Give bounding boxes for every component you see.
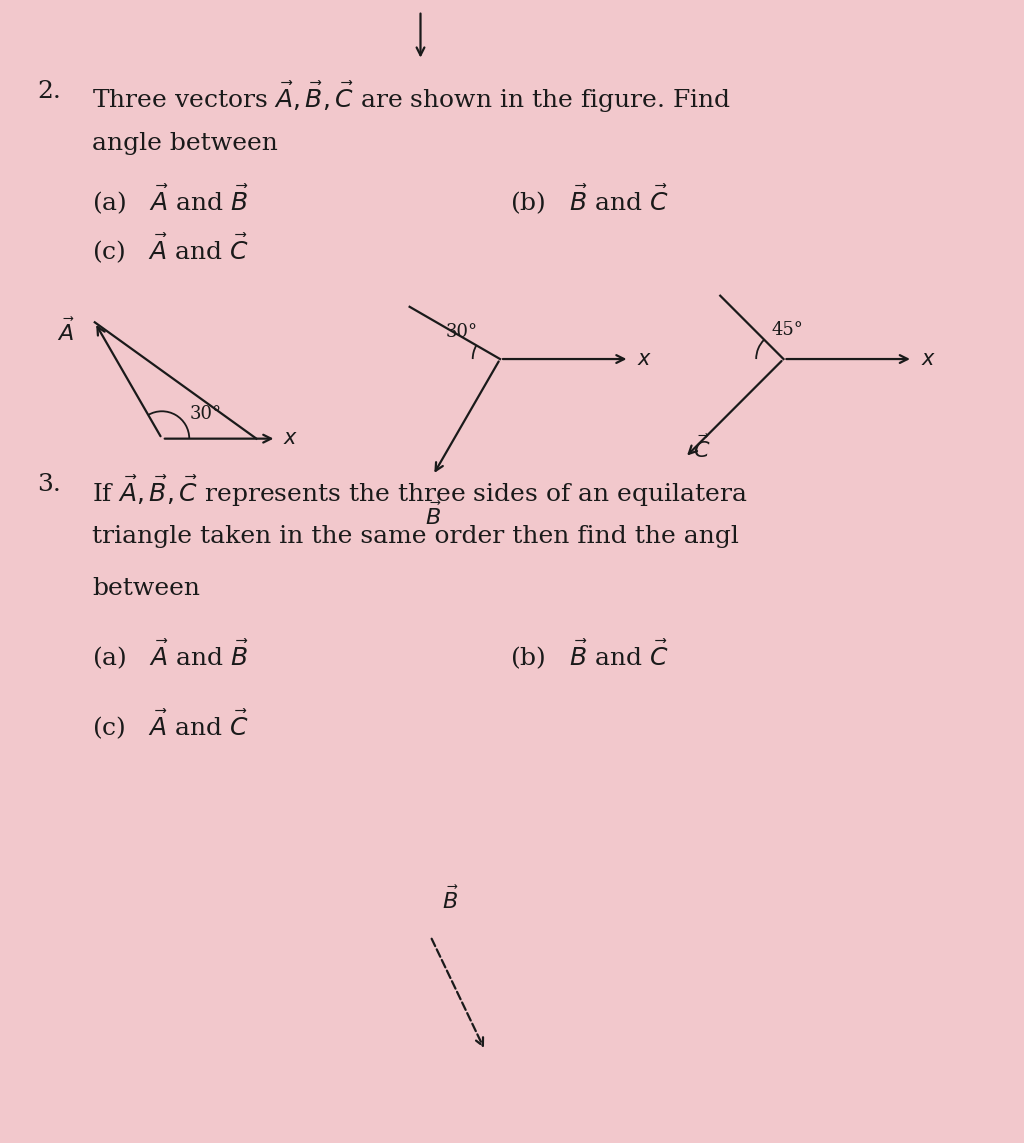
- Text: If $\vec{A},\vec{B},\vec{C}$ represents the three sides of an equilatera: If $\vec{A},\vec{B},\vec{C}$ represents …: [92, 473, 748, 509]
- Text: $x$: $x$: [637, 350, 652, 368]
- Text: $\vec{B}$: $\vec{B}$: [425, 503, 441, 530]
- Text: (b)   $\vec{B}$ and $\vec{C}$: (b) $\vec{B}$ and $\vec{C}$: [510, 638, 669, 671]
- Text: between: between: [92, 577, 201, 600]
- Text: 30°: 30°: [189, 405, 222, 423]
- Text: (a)   $\vec{A}$ and $\vec{B}$: (a) $\vec{A}$ and $\vec{B}$: [92, 638, 249, 671]
- Text: 3.: 3.: [38, 473, 61, 496]
- Text: 45°: 45°: [771, 321, 804, 339]
- Text: 30°: 30°: [445, 323, 477, 341]
- Text: (c)   $\vec{A}$ and $\vec{C}$: (c) $\vec{A}$ and $\vec{C}$: [92, 232, 249, 265]
- Text: $\vec{A}$: $\vec{A}$: [57, 319, 75, 346]
- Text: (a)   $\vec{A}$ and $\vec{B}$: (a) $\vec{A}$ and $\vec{B}$: [92, 182, 249, 216]
- Text: (c)   $\vec{A}$ and $\vec{C}$: (c) $\vec{A}$ and $\vec{C}$: [92, 708, 249, 741]
- Text: Three vectors $\vec{A},\vec{B},\vec{C}$ are shown in the figure. Find: Three vectors $\vec{A},\vec{B},\vec{C}$ …: [92, 80, 731, 115]
- Text: $x$: $x$: [921, 350, 936, 368]
- Text: (b)   $\vec{B}$ and $\vec{C}$: (b) $\vec{B}$ and $\vec{C}$: [510, 182, 669, 216]
- Text: angle between: angle between: [92, 133, 279, 155]
- Text: triangle taken in the same order then find the angl: triangle taken in the same order then fi…: [92, 526, 739, 549]
- Text: 2.: 2.: [38, 80, 61, 103]
- Text: $\vec{B}$: $\vec{B}$: [442, 887, 459, 914]
- Text: $x$: $x$: [284, 429, 298, 448]
- Text: $\vec{C}$: $\vec{C}$: [693, 435, 711, 463]
